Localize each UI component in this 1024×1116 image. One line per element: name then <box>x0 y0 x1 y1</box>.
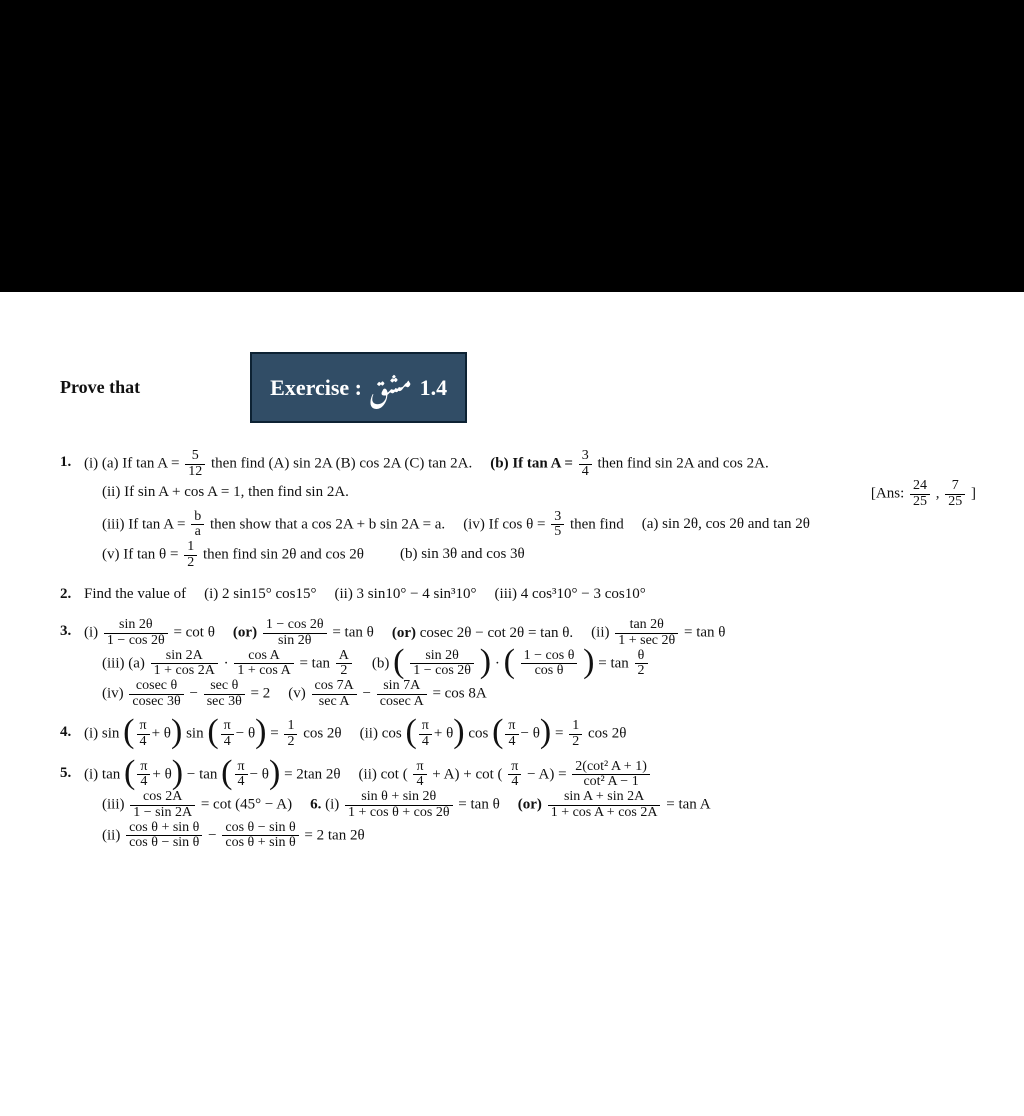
q1-iii-prefix: (iii) If tan A = <box>102 516 185 532</box>
question-2: Find the value of (i) 2 sin15° cos15° (i… <box>84 581 976 609</box>
q1-i-b-rest: then find sin 2A and cos 2A. <box>597 456 768 472</box>
q1-i-b-prefix: (b) If tan A = <box>490 456 573 472</box>
q1-iv-prefix: (iv) If cos θ = <box>463 516 545 532</box>
q1-v-rest: then find sin 2θ and cos 2θ <box>203 547 364 563</box>
exercise-label: Exercise : <box>270 375 362 401</box>
document-sheet: Prove that Exercise : مشق 1.4 (i) (a) If… <box>0 292 1024 1116</box>
q2-lead: Find the value of <box>84 581 186 609</box>
question-4: (i) sin (π4+ θ) sin (π4− θ) = 12 cos 2θ … <box>84 719 976 749</box>
frac: 512 <box>185 449 205 479</box>
exercise-box: Exercise : مشق 1.4 <box>250 352 467 423</box>
q1-iv-b: (b) sin 3θ and cos 3θ <box>400 541 525 569</box>
q1-iv-rest: then find <box>570 516 624 532</box>
question-5: (i) tan (π4+ θ) − tan (π4− θ) = 2tan 2θ … <box>84 760 976 851</box>
q1-iv-a: (a) sin 2θ, cos 2θ and tan 2θ <box>642 511 810 539</box>
prove-that-heading: Prove that <box>60 377 140 398</box>
q1-iii-rest: then show that a cos 2A + b sin 2A = a. <box>210 516 445 532</box>
question-1: (i) (a) If tan A = 512 then find (A) sin… <box>84 449 976 571</box>
page: Prove that Exercise : مشق 1.4 (i) (a) If… <box>0 0 1024 1116</box>
question-3: (i) sin 2θ1 − cos 2θ = cot θ (or) 1 − co… <box>84 618 976 709</box>
question-list: (i) (a) If tan A = 512 then find (A) sin… <box>60 449 976 851</box>
frac: 34 <box>579 449 592 479</box>
exercise-number: 1.4 <box>420 375 448 401</box>
q1-i-a-prefix: (i) (a) If tan A = <box>84 456 180 472</box>
exercise-urdu: مشق <box>370 360 412 415</box>
q2-iii: (iii) 4 cos³10° − 3 cos10° <box>495 581 646 609</box>
q2-ii: (ii) 3 sin10° − 4 sin³10° <box>334 581 476 609</box>
q2-i: (i) 2 sin15° cos15° <box>204 581 316 609</box>
q1-ans: [Ans: 2425 , 725 ] <box>871 479 976 509</box>
q1-i-a-rest: then find (A) sin 2A (B) cos 2A (C) tan … <box>211 456 472 472</box>
header-row: Prove that Exercise : مشق 1.4 <box>60 352 976 423</box>
q1-v-prefix: (v) If tan θ = <box>102 547 178 563</box>
q1-ii: (ii) If sin A + cos A = 1, then find sin… <box>102 484 349 500</box>
